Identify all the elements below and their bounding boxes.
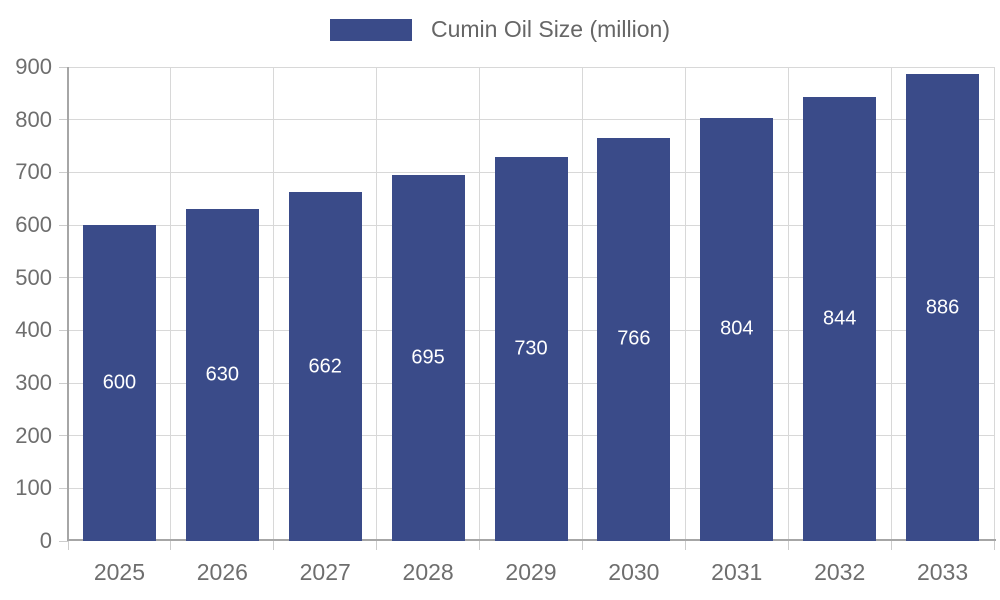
bar-value-label: 886 (925, 296, 960, 319)
x-tick-label: 2026 (196, 559, 248, 585)
plot-area: 0 100 200 300 400 500 600 700 800 900 2025 2026 2027… (15, 54, 996, 585)
x-tick-label: 2031 (711, 559, 763, 585)
y-tick-label: 500 (15, 264, 52, 290)
legend-swatch (330, 18, 412, 41)
x-gridline (993, 67, 995, 541)
x-tick-label: 2028 (402, 559, 454, 585)
y-axis-tick (59, 382, 68, 384)
bar-value-label: 730 (514, 337, 548, 360)
bar (288, 192, 362, 541)
bar (906, 74, 980, 541)
x-gridline (273, 67, 275, 541)
bar (700, 117, 774, 541)
y-axis-tick (59, 119, 68, 121)
x-axis-tick (581, 541, 583, 550)
x-tick-label: 2029 (505, 559, 557, 585)
x-gridline (479, 67, 481, 541)
bar (803, 96, 877, 541)
y-axis-tick (59, 171, 68, 173)
y-axis-tick (59, 435, 68, 437)
bar-value-label: 600 (102, 371, 137, 394)
bar (494, 156, 568, 541)
x-gridline (170, 67, 172, 541)
y-gridline (68, 119, 994, 121)
y-tick-label: 700 (15, 159, 52, 185)
x-gridline (376, 67, 378, 541)
bar-value-label: 695 (411, 346, 445, 369)
x-tick-label: 2027 (299, 559, 351, 585)
bar (82, 225, 156, 541)
x-axis-tick (479, 541, 481, 550)
bar (185, 209, 259, 541)
x-axis-tick (273, 541, 275, 550)
x-axis-tick (376, 541, 378, 550)
y-axis-line (67, 67, 69, 541)
bar-value-label: 630 (205, 363, 240, 386)
x-gridline (684, 67, 686, 541)
bar (597, 137, 671, 541)
bar-value-label: 766 (617, 327, 651, 350)
y-axis-tick (59, 277, 68, 279)
y-tick-label: 900 (15, 54, 52, 79)
y-axis-tick (59, 540, 68, 542)
y-tick-label: 600 (15, 212, 52, 237)
bar-value-label: 662 (308, 355, 342, 378)
x-gridline (787, 67, 789, 541)
y-axis-tick (59, 487, 68, 489)
bar (391, 174, 465, 541)
x-axis-tick (993, 541, 995, 550)
x-gridline (581, 67, 583, 541)
y-tick-label: 200 (15, 422, 52, 448)
y-axis-tick (59, 224, 68, 226)
x-tick-label: 2032 (814, 559, 866, 585)
x-axis-tick (890, 541, 892, 550)
y-gridline (68, 66, 994, 68)
y-tick-label: 100 (15, 475, 52, 501)
y-tick-label: 300 (15, 370, 52, 395)
legend-label: Cumin Oil Size (million) (431, 16, 670, 42)
y-tick-label: 800 (15, 106, 52, 132)
x-axis-tick (67, 541, 69, 550)
x-gridline (890, 67, 892, 541)
y-axis-tick (59, 329, 68, 331)
y-tick-label: 0 (39, 528, 52, 553)
x-axis-tick (787, 541, 789, 550)
x-axis-tick (170, 541, 172, 550)
x-axis-tick (684, 541, 686, 550)
bar-value-label: 804 (720, 317, 754, 340)
x-tick-label: 2030 (608, 559, 660, 585)
x-tick-label: 2025 (93, 559, 146, 585)
bar-value-label: 844 (822, 307, 857, 330)
y-tick-label: 400 (15, 317, 52, 343)
legend-item[interactable]: Cumin Oil Size (million) (0, 16, 1000, 43)
x-tick-label: 2033 (916, 559, 969, 585)
y-axis-tick (59, 66, 68, 68)
